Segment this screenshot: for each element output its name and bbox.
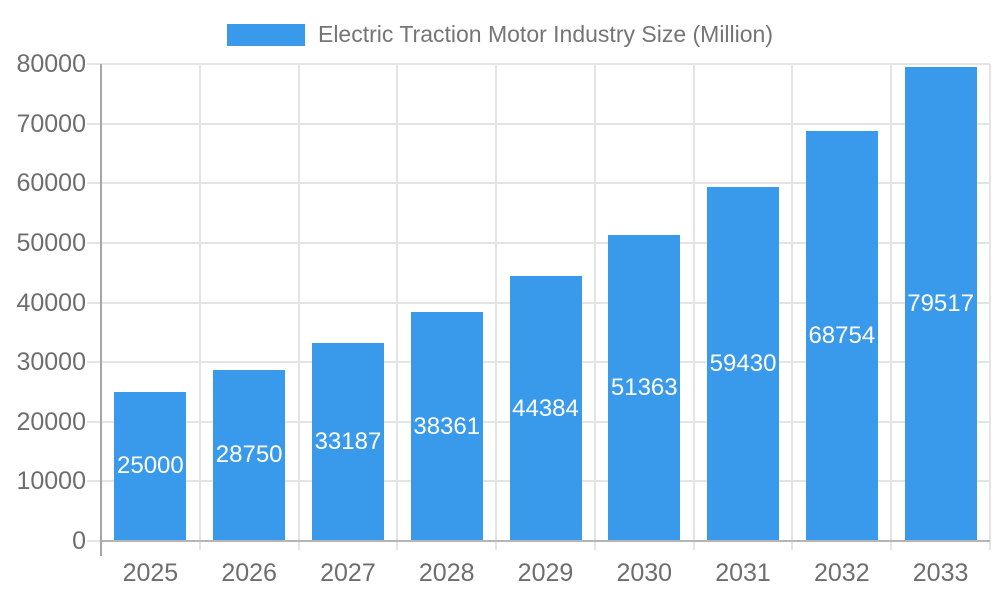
gridline-vertical xyxy=(495,64,498,541)
x-axis-label: 2027 xyxy=(320,559,376,587)
legend-label: Electric Traction Motor Industry Size (M… xyxy=(317,21,773,47)
y-axis-label: 50000 xyxy=(16,228,86,257)
bar-2028: 38361 xyxy=(410,312,483,541)
gridline-vertical xyxy=(396,64,399,541)
y-axis-tick xyxy=(87,241,101,244)
y-axis-tick xyxy=(87,420,101,423)
y-axis-tick xyxy=(87,63,101,65)
bar-value-label: 51363 xyxy=(610,373,678,401)
x-axis-tick xyxy=(791,541,794,550)
bar-value-label: 79517 xyxy=(907,289,974,317)
gridline-vertical xyxy=(593,64,596,541)
x-axis-tick xyxy=(495,541,498,550)
bar-2029: 44384 xyxy=(509,276,582,541)
x-axis-tick xyxy=(198,541,201,550)
y-axis-label: 30000 xyxy=(16,348,86,377)
legend-swatch-icon xyxy=(226,23,305,46)
gridline-vertical xyxy=(198,64,201,541)
x-axis-label: 2031 xyxy=(715,559,771,587)
y-axis-tick xyxy=(87,480,101,483)
y-axis-label: 80000 xyxy=(16,50,86,78)
y-axis-label: 40000 xyxy=(16,288,86,317)
bar-2027: 33187 xyxy=(311,343,384,541)
bar-value-label: 28750 xyxy=(215,441,283,469)
gridline-vertical xyxy=(692,64,695,541)
bar-value-label: 68754 xyxy=(808,322,876,350)
x-axis-tick xyxy=(989,541,991,550)
x-axis-label: 2028 xyxy=(418,559,475,587)
x-axis-label: 2030 xyxy=(616,559,673,587)
x-axis-label: 2033 xyxy=(912,559,969,587)
x-axis-label: 2026 xyxy=(221,559,277,587)
x-axis-tick xyxy=(593,541,596,550)
bar-2025: 25000 xyxy=(114,391,187,541)
legend-item[interactable]: Electric Traction Motor Industry Size (M… xyxy=(0,21,1000,48)
y-axis-tick xyxy=(87,361,101,364)
x-axis-tick xyxy=(692,541,695,550)
y-axis-label: 20000 xyxy=(16,407,86,436)
y-axis-label: 0 xyxy=(72,527,86,555)
bar-2032: 68754 xyxy=(805,131,878,541)
y-axis-tick xyxy=(87,122,101,125)
y-axis-label: 10000 xyxy=(16,467,86,496)
gridline-horizontal xyxy=(101,241,990,244)
y-axis-tick xyxy=(87,182,101,185)
x-axis-tick xyxy=(890,541,893,550)
bar-2030: 51363 xyxy=(608,234,681,541)
x-axis-label: 2025 xyxy=(122,559,179,587)
y-axis-tick xyxy=(87,540,101,542)
plot-area: 25000 28750 33187 38361 44384 51363 59430 68754… xyxy=(87,63,991,556)
y-axis-tick xyxy=(87,301,101,304)
gridline-horizontal xyxy=(101,63,990,65)
gridline-vertical xyxy=(890,64,893,541)
bar-2033: 79517 xyxy=(904,66,977,541)
x-axis-tick xyxy=(396,541,399,550)
gridline-vertical xyxy=(791,64,794,541)
bar-value-label: 44384 xyxy=(512,394,579,422)
y-axis-label: 60000 xyxy=(16,169,86,198)
x-axis-tick xyxy=(297,541,300,550)
y-axis-label: 70000 xyxy=(16,109,86,138)
x-axis-label: 2032 xyxy=(814,559,870,587)
bar-value-label: 59430 xyxy=(709,349,777,377)
y-axis-line xyxy=(100,64,102,556)
x-axis-line xyxy=(101,540,990,542)
gridline-horizontal xyxy=(101,182,990,185)
bar-value-label: 25000 xyxy=(117,452,184,480)
gridline-vertical xyxy=(989,64,991,541)
gridline-vertical xyxy=(297,64,300,541)
bar-2026: 28750 xyxy=(213,369,286,541)
gridline-horizontal xyxy=(101,122,990,125)
bar-value-label: 33187 xyxy=(314,428,382,456)
x-axis-label: 2029 xyxy=(517,559,574,587)
bar-value-label: 38361 xyxy=(413,412,481,440)
bar-2031: 59430 xyxy=(707,186,780,541)
